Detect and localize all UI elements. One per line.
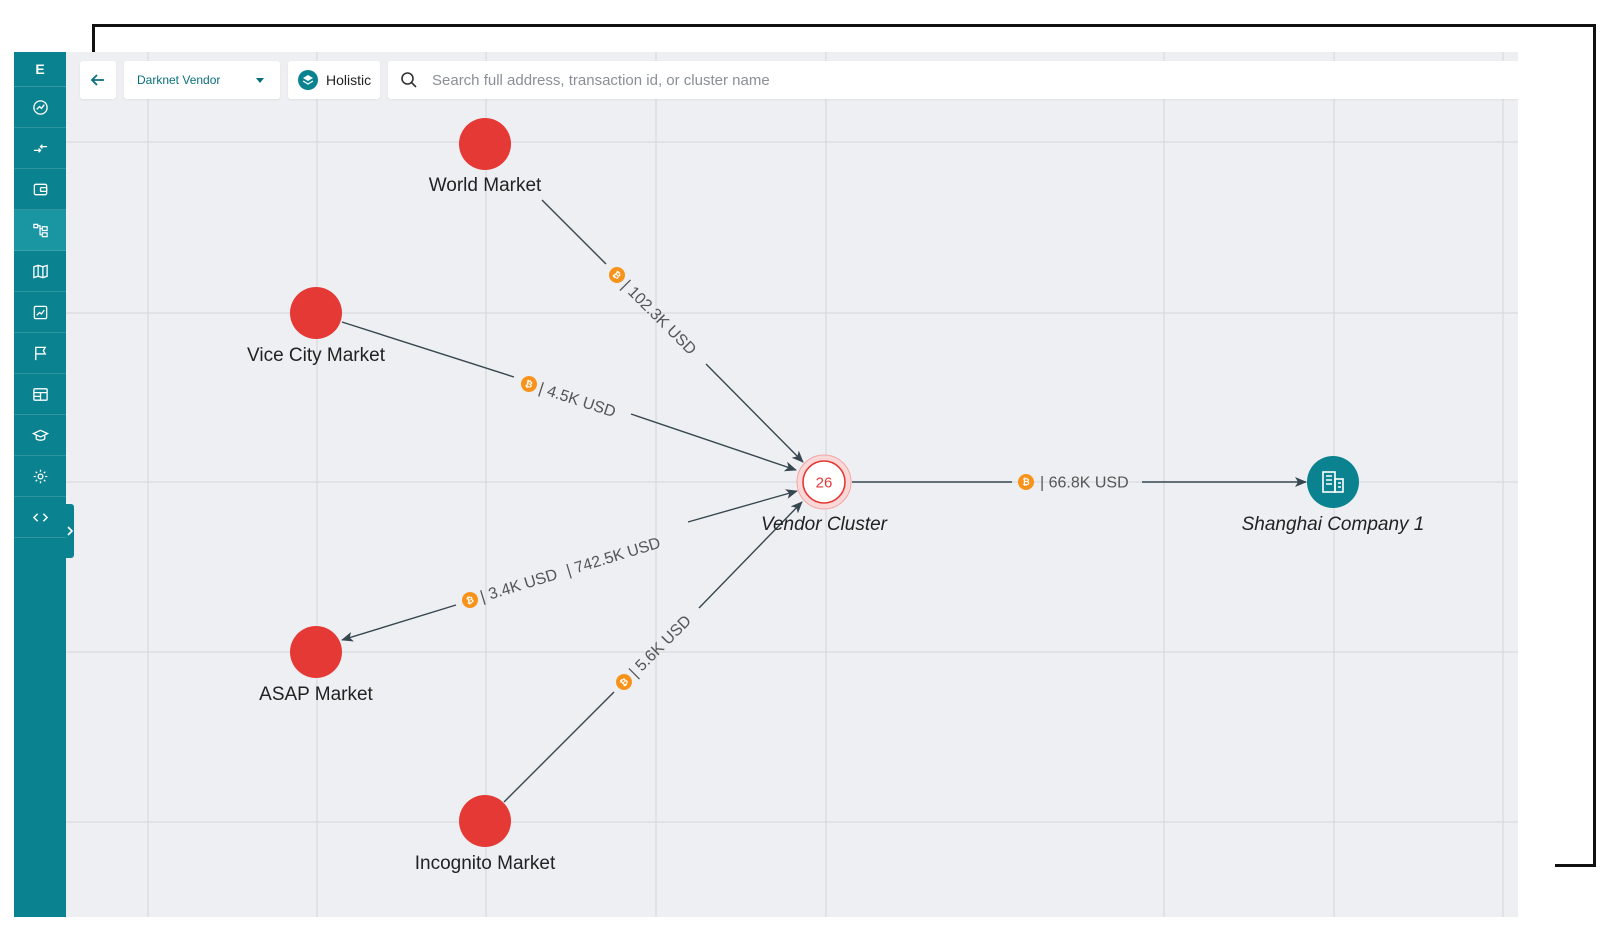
chart-icon xyxy=(33,305,47,319)
app-window: E xyxy=(14,52,1555,917)
graph-svg[interactable]: ₿ xyxy=(66,52,1518,917)
edge-vendor-to-asap[interactable] xyxy=(687,489,798,523)
frame-border-left xyxy=(92,24,95,52)
node-vice-city-market[interactable]: Vice City Market xyxy=(247,287,386,366)
holistic-button[interactable]: Holistic xyxy=(288,61,380,99)
analytics-icon xyxy=(32,99,48,115)
edge-label-shanghai: | 66.8K USD xyxy=(1018,474,1129,492)
node-label: World Market xyxy=(429,175,542,196)
sidebar-item-settings[interactable] xyxy=(14,456,66,497)
grid xyxy=(66,52,1518,917)
edges xyxy=(341,199,1307,803)
sidebar-item-developer[interactable] xyxy=(14,497,66,538)
sidebar-item-graph[interactable] xyxy=(14,210,66,251)
edge-amount-shanghai: | 66.8K USD xyxy=(1040,475,1129,492)
node-vendor-cluster[interactable]: 26 Vendor Cluster xyxy=(761,454,888,535)
sidebar-item-wallet[interactable] xyxy=(14,169,66,210)
frame-border-bottom xyxy=(1555,864,1596,867)
node-incognito-market[interactable]: Incognito Market xyxy=(415,795,556,874)
sidebar-collapse-toggle[interactable] xyxy=(66,504,74,558)
edge-label-asap: | 3.4K USD | 742.5K USD xyxy=(460,535,663,610)
node-label: Vendor Cluster xyxy=(761,514,888,535)
canvas-right-margin xyxy=(1518,52,1555,917)
back-button[interactable] xyxy=(80,61,116,99)
sidebar-item-tables[interactable] xyxy=(14,374,66,415)
graph-network-icon xyxy=(32,223,48,237)
chevron-right-icon xyxy=(67,526,74,536)
edge-vice-to-vendor-tail[interactable] xyxy=(630,413,797,472)
edge-incognito-to-vendor-tail[interactable] xyxy=(698,501,803,609)
search-box[interactable] xyxy=(388,61,1518,99)
cluster-node-circle[interactable] xyxy=(802,460,846,504)
edge-amount-vice: | 4.5K USD xyxy=(537,380,618,421)
edge-world-to-vendor[interactable] xyxy=(541,199,607,265)
edge-amount-world: | 102.3K USD xyxy=(618,277,699,358)
node-shanghai-company[interactable]: Shanghai Company 1 xyxy=(1242,456,1425,535)
node-label: ASAP Market xyxy=(259,684,373,705)
arrow-left-icon xyxy=(90,74,104,86)
sidebar-item-flags[interactable] xyxy=(14,333,66,374)
graph-canvas[interactable]: ₿ xyxy=(66,52,1518,917)
code-icon xyxy=(32,512,48,522)
edge-label-vice: | 4.5K USD xyxy=(518,373,618,421)
market-node-circle[interactable] xyxy=(459,795,511,847)
edge-label-incognito: | 5.6K USD xyxy=(612,613,695,694)
edge-vice-to-vendor[interactable] xyxy=(341,321,515,378)
search-icon xyxy=(401,72,417,88)
market-node-circle[interactable] xyxy=(459,118,511,170)
bitcoin-icon xyxy=(1018,474,1034,490)
node-asap-market[interactable]: ASAP Market xyxy=(259,626,374,705)
edge-incognito-to-vendor[interactable] xyxy=(503,691,615,803)
sidebar-item-map[interactable] xyxy=(14,251,66,292)
edge-amount-asap: | 3.4K USD xyxy=(478,566,559,606)
sidebar-item-transfers[interactable] xyxy=(14,128,66,169)
search-input[interactable] xyxy=(430,70,1334,90)
edge-reverse-amount-asap: | 742.5K USD xyxy=(564,535,662,580)
edge-vendor-to-asap-tail[interactable] xyxy=(341,604,457,642)
node-world-market[interactable]: World Market xyxy=(429,118,542,196)
frame-border-right xyxy=(1593,24,1596,867)
cluster-count: 26 xyxy=(816,475,833,492)
map-icon xyxy=(32,263,48,279)
gear-icon xyxy=(33,469,47,483)
flag-icon xyxy=(34,346,46,360)
sidebar-item-academy[interactable] xyxy=(14,415,66,456)
sidebar-item-analytics[interactable] xyxy=(14,87,66,128)
sidebar: E xyxy=(14,52,66,917)
category-dropdown-value: Darknet Vendor xyxy=(137,73,221,87)
caret-down-icon xyxy=(256,77,264,83)
edge-label-world: | 102.3K USD xyxy=(605,263,699,358)
business-node-circle[interactable] xyxy=(1307,456,1359,508)
edge-world-to-vendor-tail[interactable] xyxy=(705,363,804,463)
sidebar-item-reports[interactable] xyxy=(14,292,66,333)
app-logo[interactable]: E xyxy=(14,52,66,87)
layers-icon xyxy=(298,70,318,90)
graduation-cap-icon xyxy=(31,429,49,441)
node-label: Vice City Market xyxy=(247,345,386,366)
table-icon xyxy=(32,387,48,401)
node-label: Shanghai Company 1 xyxy=(1242,514,1425,535)
frame-border-top xyxy=(92,24,1596,27)
building-icon xyxy=(1322,471,1344,493)
bitcoin-icon xyxy=(460,590,480,610)
node-label: Incognito Market xyxy=(415,853,556,874)
wallet-icon xyxy=(33,183,47,195)
holistic-label: Holistic xyxy=(326,72,372,88)
bitcoin-icon xyxy=(518,373,540,395)
market-node-circle[interactable] xyxy=(290,287,342,339)
market-node-circle[interactable] xyxy=(290,626,342,678)
category-dropdown[interactable]: Darknet Vendor xyxy=(124,61,280,99)
transfer-arrows-icon xyxy=(33,143,47,153)
edge-amount-incognito: | 5.6K USD xyxy=(626,613,694,681)
